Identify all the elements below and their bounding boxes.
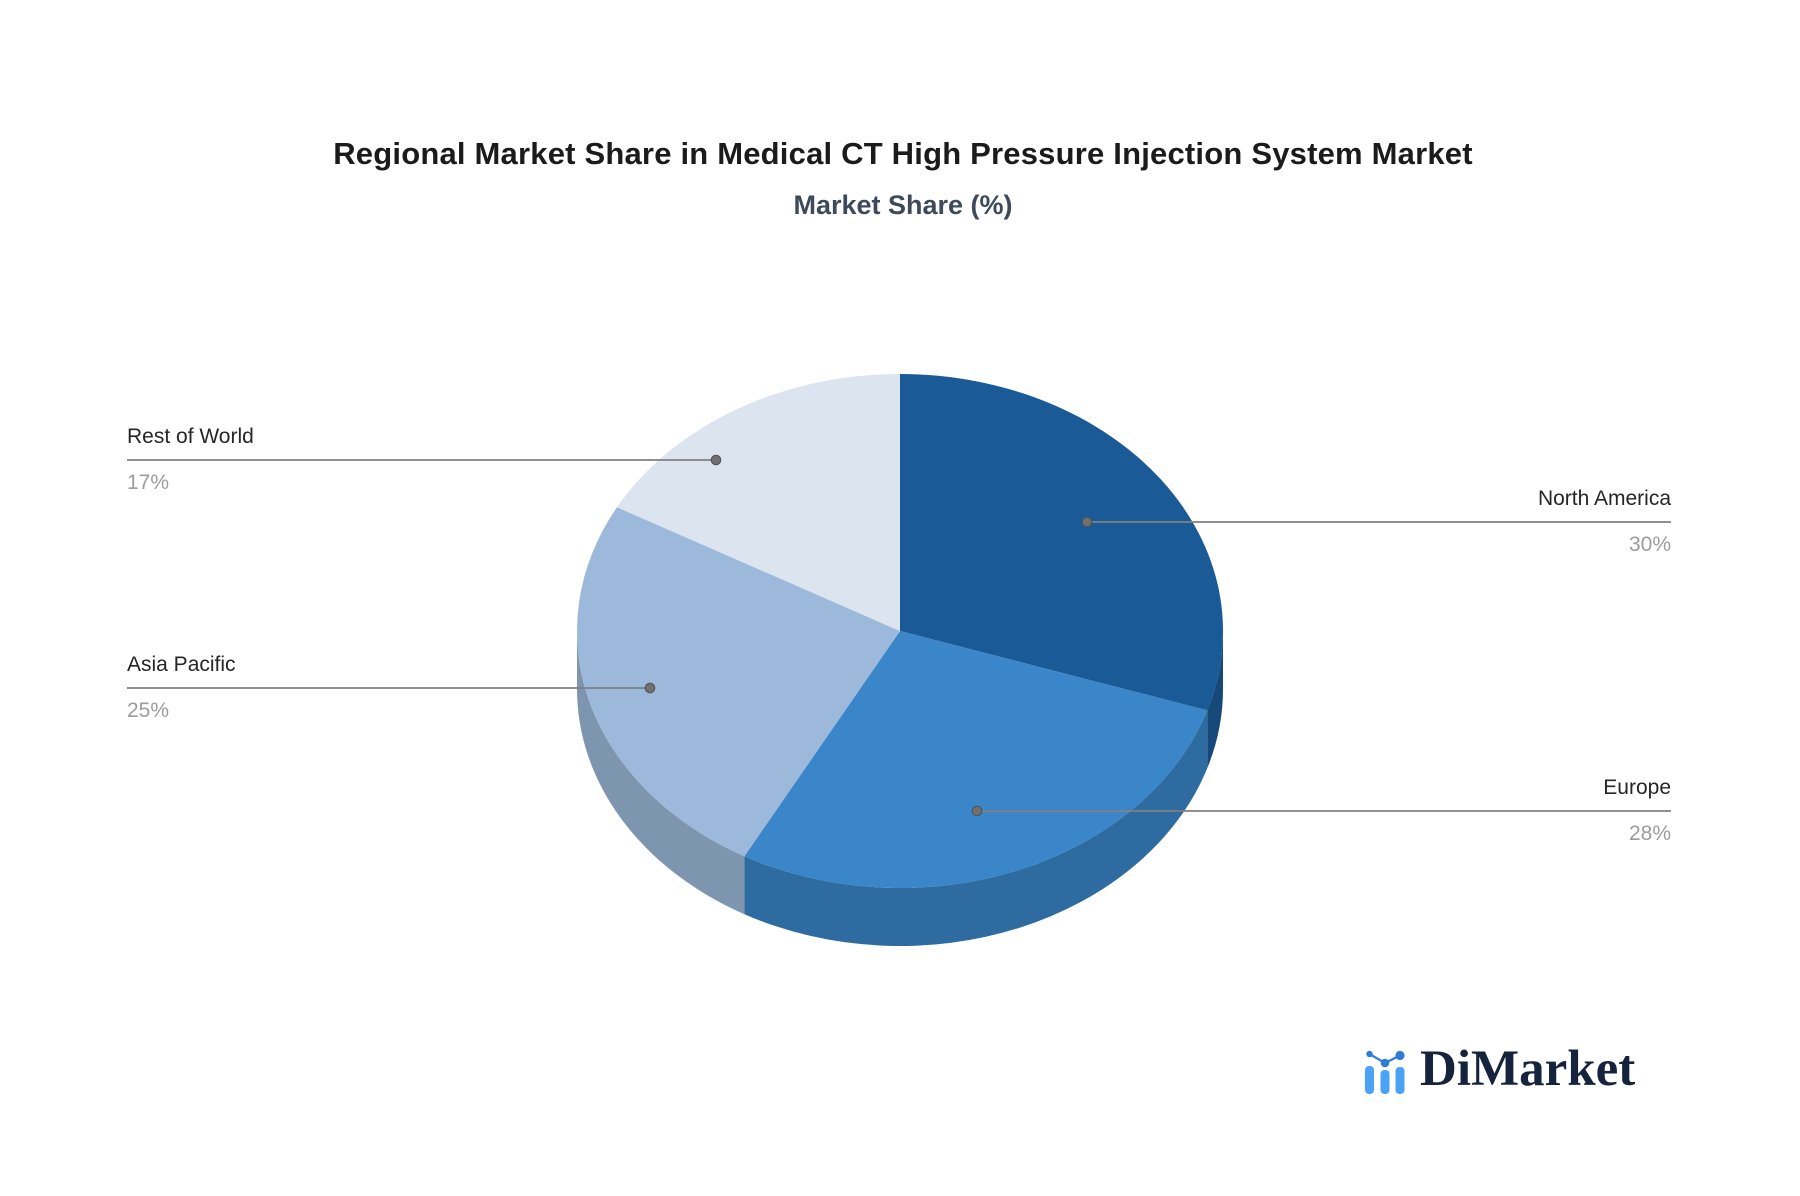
pie-slice-side-north-america (1207, 631, 1223, 769)
chart-subtitle: Market Share (%) (793, 190, 1013, 220)
value-asia-pacific: 25% (127, 699, 170, 722)
leader-dot-rest-of-world (710, 454, 722, 466)
leader-dot-asia-pacific (644, 682, 656, 694)
leader-dot-north-america (1081, 516, 1093, 528)
pie-slice-rest-of-world[interactable] (617, 374, 900, 631)
bar-line-chart-icon (1365, 1050, 1405, 1094)
label-asia-pacific: Asia Pacific (127, 653, 236, 676)
value-europe: 28% (1628, 822, 1671, 845)
pie-slice-side-asia-pacific (577, 631, 745, 915)
value-north-america: 30% (1628, 533, 1671, 556)
pie-slice-asia-pacific[interactable] (577, 507, 900, 857)
leader-dot-europe (971, 805, 983, 817)
chart-title: Regional Market Share in Medical CT High… (333, 136, 1473, 171)
pie-slice-north-america[interactable] (900, 374, 1224, 711)
value-rest-of-world: 17% (127, 471, 170, 494)
label-north-america: North America (1537, 487, 1671, 510)
pie-slice-europe[interactable] (744, 631, 1208, 888)
dimarket-logo: DiMarket (1363, 1041, 1635, 1097)
pie-slice-side-europe (744, 710, 1208, 946)
dimarket-logo-text: DiMarket (1420, 1041, 1636, 1097)
label-europe: Europe (1603, 776, 1671, 799)
label-rest-of-world: Rest of World (127, 425, 254, 448)
